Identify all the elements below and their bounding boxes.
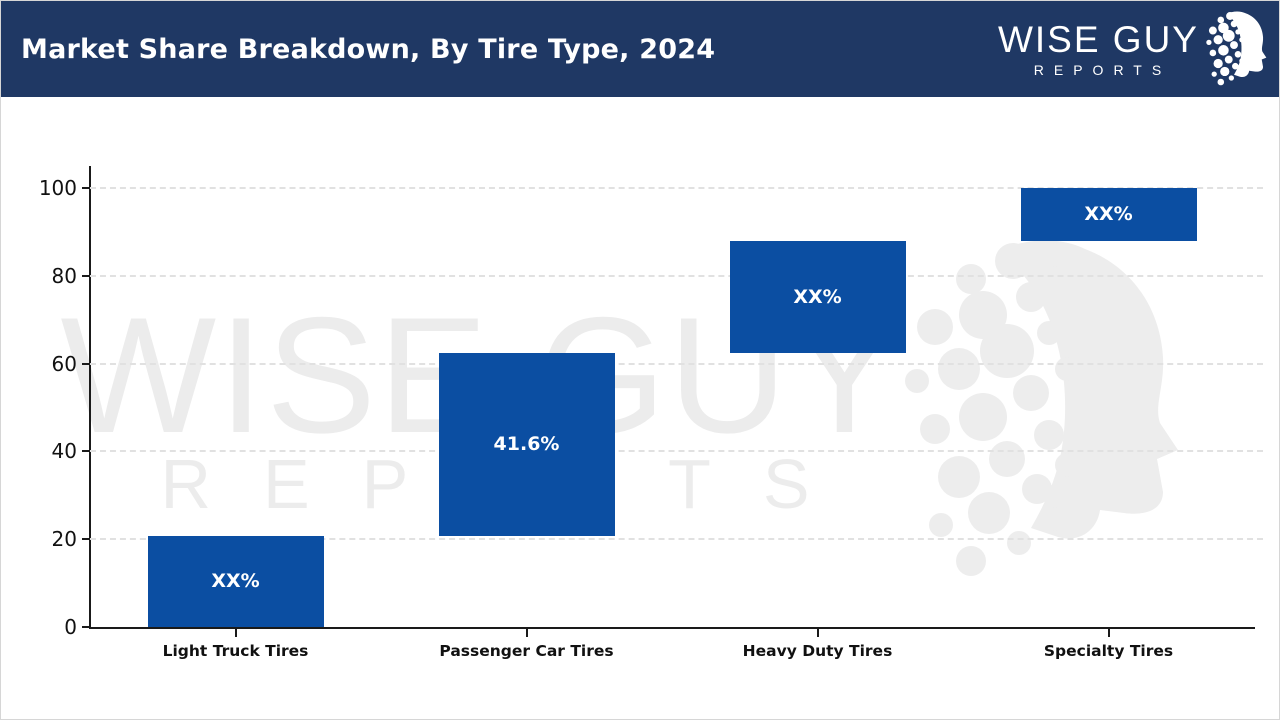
x-category-label-4: Specialty Tires xyxy=(1043,642,1174,660)
bar-passenger-car-tires: 41.6% xyxy=(438,353,615,536)
y-tick-label-0: 0 xyxy=(64,615,77,639)
bar-specialty-tires: XX% xyxy=(1020,188,1197,241)
x-axis-line xyxy=(89,627,1255,629)
y-tick-label-80: 80 xyxy=(51,263,77,288)
x-tick-1 xyxy=(234,629,237,637)
gridline-40 xyxy=(90,450,1263,453)
y-tick-label-60: 60 xyxy=(51,351,77,376)
y-tick-label-100: 100 xyxy=(38,176,77,200)
bar-value-label: XX% xyxy=(1084,203,1133,226)
x-tick-3 xyxy=(816,629,819,637)
y-axis-line xyxy=(89,166,91,628)
bar-value-label: 41.6% xyxy=(493,433,560,456)
bar-value-label: XX% xyxy=(211,570,260,593)
gridline-100 xyxy=(90,187,1263,189)
gridline-60 xyxy=(90,362,1263,365)
header-band: Market Share Breakdown, By Tire Type, 20… xyxy=(1,1,1279,97)
logo-wordmark: WISE GUY xyxy=(997,19,1199,61)
y-tick-40 xyxy=(82,450,90,453)
bar-value-label: XX% xyxy=(793,285,842,308)
y-tick-label-40: 40 xyxy=(51,439,77,464)
gridline-20 xyxy=(90,538,1263,541)
gridline-80 xyxy=(90,274,1263,277)
chart-title: Market Share Breakdown, By Tire Type, 20… xyxy=(21,33,716,65)
logo-text: WISE GUY REPORTS xyxy=(997,19,1199,78)
y-tick-20 xyxy=(82,538,90,541)
x-tick-2 xyxy=(525,629,528,637)
y-tick-0 xyxy=(82,626,90,628)
x-category-label-2: Passenger Car Tires xyxy=(439,642,614,660)
bar-heavy-duty-tires: XX% xyxy=(729,240,906,354)
x-category-label-1: Light Truck Tires xyxy=(162,642,309,660)
bar-light-truck-tires: XX% xyxy=(147,535,324,627)
x-tick-4 xyxy=(1107,629,1110,637)
wise-guy-reports-logo: WISE GUY REPORTS xyxy=(998,7,1267,91)
dotted-head-icon xyxy=(1206,11,1267,86)
y-tick-80 xyxy=(82,274,90,277)
y-tick-60 xyxy=(82,362,90,365)
y-tick-100 xyxy=(82,187,90,189)
x-category-label-3: Heavy Duty Tires xyxy=(742,642,893,660)
y-tick-label-20: 20 xyxy=(51,527,77,552)
logo-subtitle: REPORTS xyxy=(1033,61,1172,78)
